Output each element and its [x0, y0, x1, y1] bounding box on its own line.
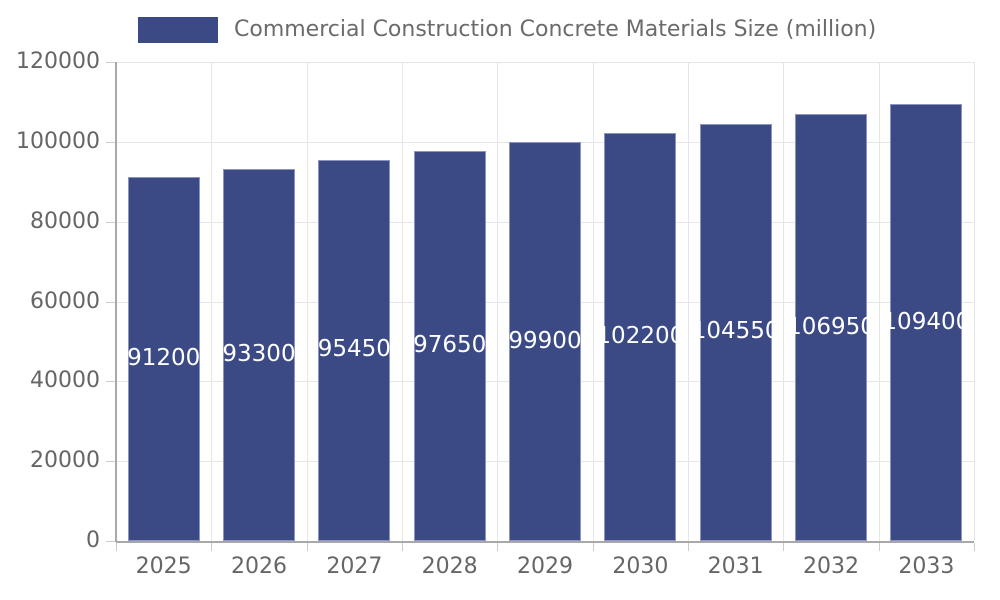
x-tick-mark	[497, 543, 498, 551]
x-axis-tick-label: 2030	[612, 554, 669, 579]
x-axis-tick-label: 2032	[803, 554, 859, 579]
x-gridline	[879, 62, 880, 541]
y-tick-mark	[106, 141, 115, 143]
bar[interactable]	[318, 159, 391, 541]
x-tick-mark	[211, 543, 212, 551]
bar[interactable]	[604, 133, 677, 541]
x-axis-tick-label: 2026	[231, 554, 287, 579]
y-axis-tick-label: 100000	[16, 128, 100, 154]
y-axis-tick-label: 80000	[30, 208, 100, 234]
y-axis-tick-label: 20000	[30, 448, 100, 474]
x-gridline	[783, 62, 784, 541]
x-tick-mark	[307, 543, 308, 551]
x-axis-tick-label: 2027	[326, 554, 383, 579]
x-axis-tick-label: 2025	[135, 554, 192, 579]
x-axis-line	[116, 541, 974, 543]
x-axis-tick-label: 2033	[898, 554, 955, 579]
bar[interactable]	[890, 104, 963, 541]
bar[interactable]	[223, 168, 295, 541]
x-tick-mark	[593, 543, 594, 551]
y-tick-mark	[106, 301, 115, 303]
y-tick-mark	[106, 381, 115, 383]
bar[interactable]	[509, 142, 581, 541]
y-axis-line	[115, 62, 117, 542]
x-gridline	[974, 62, 975, 541]
y-tick-mark	[106, 221, 115, 223]
bar[interactable]	[413, 151, 486, 541]
bar[interactable]	[127, 176, 200, 541]
x-tick-mark	[402, 543, 403, 551]
y-tick-mark	[106, 541, 115, 542]
x-axis-tick-label: 2029	[517, 554, 573, 579]
legend-label: Commercial Construction Concrete Materia…	[234, 17, 877, 42]
y-tick-mark	[106, 461, 115, 463]
chart-legend[interactable]: Commercial Construction Concrete Materia…	[138, 14, 876, 46]
x-axis-tick-label: 2028	[421, 554, 478, 579]
y-axis-tick-label: 40000	[30, 368, 100, 394]
x-gridline	[307, 62, 308, 541]
x-gridline	[402, 62, 403, 541]
bar[interactable]	[795, 114, 867, 541]
x-tick-mark	[783, 543, 784, 551]
x-tick-mark	[974, 543, 975, 551]
x-gridline	[593, 62, 594, 541]
x-axis-tick-label: 2031	[707, 554, 764, 579]
y-axis-tick-label: 120000	[16, 49, 100, 74]
y-axis-tick-label: 0	[86, 528, 100, 553]
bar[interactable]	[699, 123, 772, 541]
x-tick-mark	[879, 543, 880, 551]
x-gridline	[688, 62, 689, 541]
x-gridline	[211, 62, 212, 541]
x-tick-mark	[116, 543, 117, 551]
y-axis-tick-label: 60000	[30, 288, 100, 314]
x-gridline	[497, 62, 498, 541]
y-gridline	[116, 62, 974, 63]
y-tick-mark	[106, 62, 115, 63]
legend-color-swatch	[138, 17, 218, 43]
x-tick-mark	[688, 543, 689, 551]
